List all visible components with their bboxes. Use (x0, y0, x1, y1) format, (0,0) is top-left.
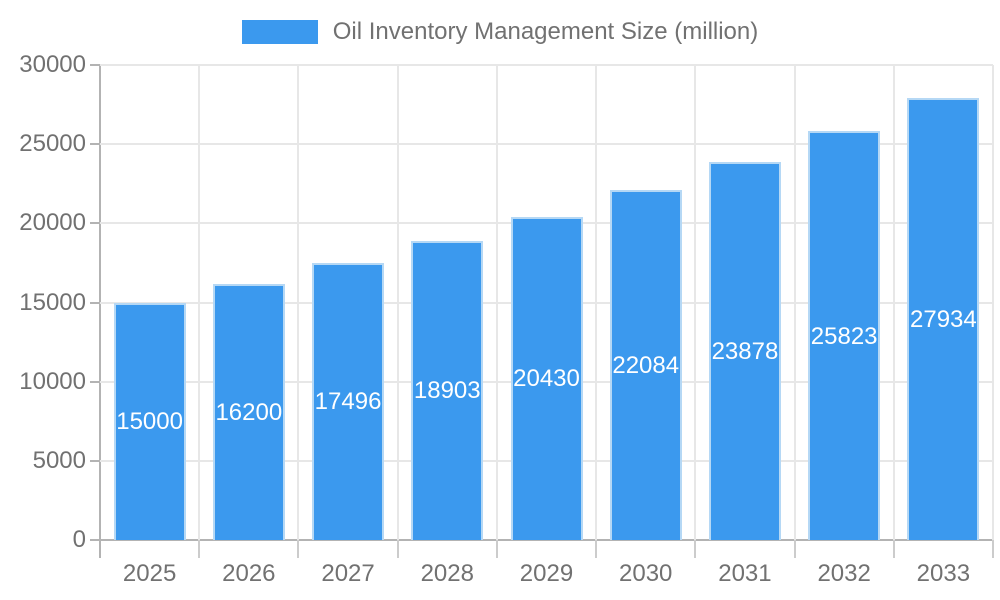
x-tick-label: 2027 (321, 560, 375, 587)
x-tick-label: 2031 (718, 560, 772, 587)
x-gridline (892, 65, 895, 540)
bar-value-label: 18903 (413, 377, 481, 405)
x-tick-mark (793, 540, 796, 558)
bar-value-label: 22084 (612, 352, 680, 380)
x-tick-mark (198, 540, 201, 558)
y-tick-mark (90, 143, 100, 146)
x-gridline (992, 65, 994, 540)
x-tick-label: 2026 (222, 560, 276, 587)
bar-value-label: 23878 (711, 337, 779, 365)
bar-2026[interactable]: 16200 (212, 283, 285, 540)
bar-value-label: 16200 (215, 398, 283, 426)
y-tick-label: 25000 (19, 130, 86, 158)
x-tick-label: 2030 (619, 560, 673, 587)
x-gridline (396, 65, 399, 540)
x-tick-mark (992, 540, 994, 558)
x-tick-mark (892, 540, 895, 558)
bar-2027[interactable]: 17496 (312, 262, 385, 540)
x-gridline (495, 65, 498, 540)
x-tick-label: 2025 (122, 560, 177, 587)
y-tick-label: 10000 (19, 367, 86, 395)
bar-value-label: 20430 (513, 365, 580, 393)
y-tick-mark (90, 222, 100, 225)
bar-2025[interactable]: 15000 (113, 302, 186, 540)
y-gridline (100, 143, 993, 146)
x-tick-mark (595, 540, 598, 558)
bar-2028[interactable]: 18903 (411, 240, 484, 540)
x-tick-label: 2028 (420, 560, 474, 587)
bar-2033[interactable]: 27934 (907, 97, 980, 540)
bar-2029[interactable]: 20430 (510, 216, 583, 540)
plot-area: 15000 16200 17496 18903 20430 22084 23878 25823… (100, 64, 994, 540)
y-tick-label: 15000 (19, 288, 86, 316)
y-tick-mark (90, 301, 100, 304)
y-tick-label: 20000 (19, 209, 86, 237)
y-tick-label: 0 (72, 526, 86, 553)
x-tick-mark (297, 540, 300, 558)
x-gridline (297, 65, 300, 540)
x-gridline (595, 65, 598, 540)
y-tick-mark (90, 539, 100, 541)
x-tick-label: 2033 (916, 560, 971, 587)
y-tick-mark (90, 459, 100, 462)
bar-2030[interactable]: 22084 (609, 190, 682, 540)
x-tick-label: 2029 (519, 560, 574, 587)
x-gridline (198, 65, 201, 540)
y-tick-mark (90, 64, 100, 66)
legend-label: Oil Inventory Management Size (million) (332, 18, 759, 45)
bar-value-label: 15000 (116, 408, 183, 436)
bar-value-label: 25823 (810, 322, 878, 350)
y-tick-label: 30000 (19, 51, 86, 78)
legend-swatch (241, 20, 318, 44)
x-tick-mark (495, 540, 498, 558)
y-tick-mark (90, 380, 100, 383)
legend[interactable]: Oil Inventory Management Size (million) (0, 17, 1000, 47)
x-gridline (694, 65, 697, 540)
x-tick-label: 2032 (817, 560, 871, 587)
y-axis-line (99, 65, 101, 558)
bar-value-label: 27934 (910, 305, 977, 333)
x-tick-mark (396, 540, 399, 558)
bar-2031[interactable]: 23878 (708, 161, 781, 540)
bar-2032[interactable]: 25823 (808, 131, 881, 540)
x-axis-line (90, 539, 993, 541)
x-tick-mark (694, 540, 697, 558)
x-gridline (793, 65, 796, 540)
y-tick-label: 5000 (32, 446, 86, 474)
y-gridline (100, 64, 993, 66)
bar-value-label: 17496 (314, 388, 382, 416)
